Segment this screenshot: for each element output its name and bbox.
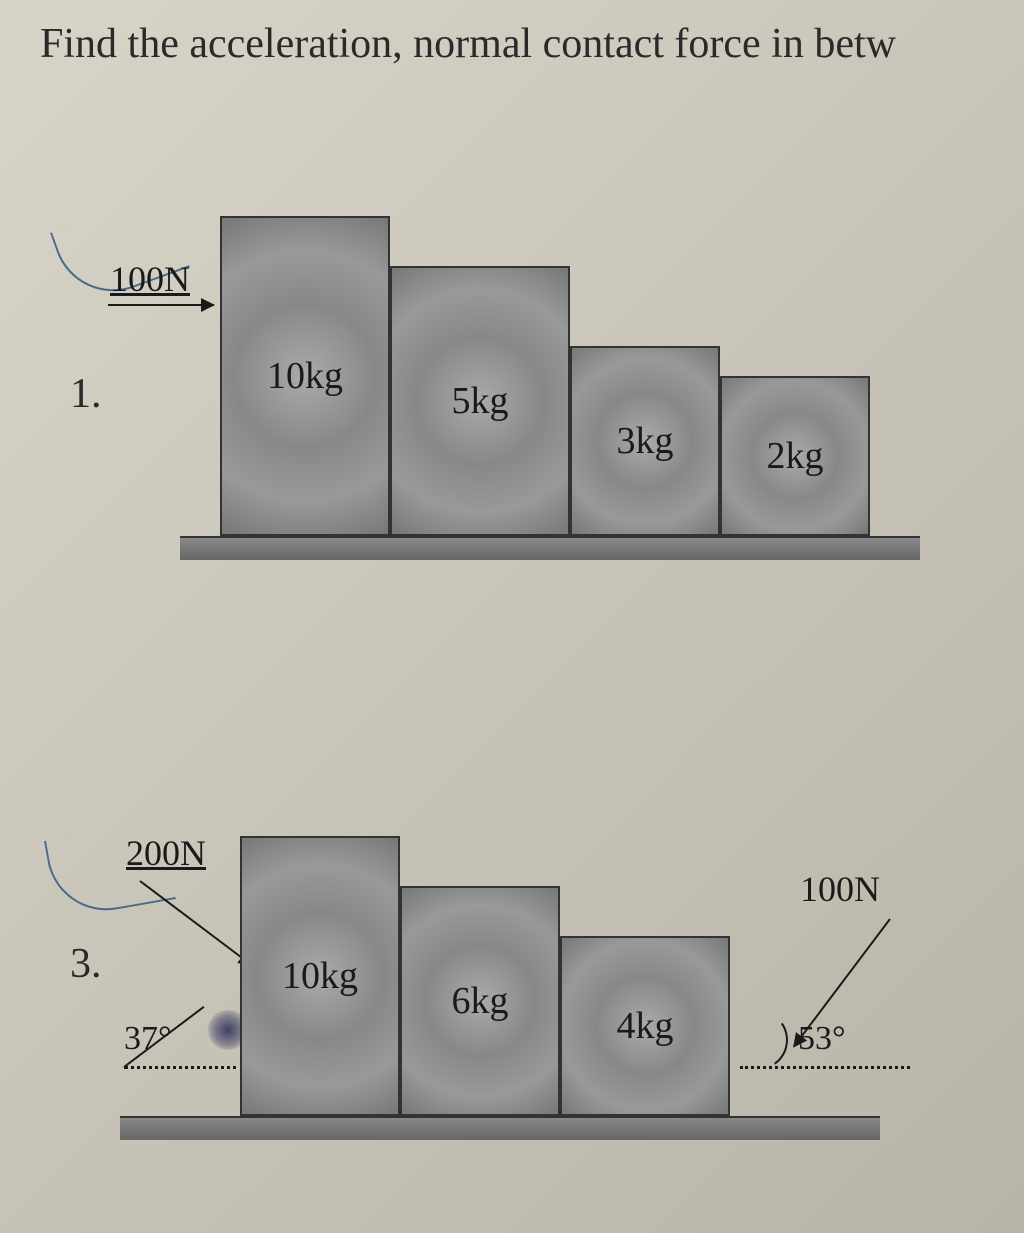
block-10kg-p3: 10kg <box>240 836 400 1116</box>
problem-1-number: 1. <box>70 370 102 418</box>
problem-3-number: 3. <box>70 940 102 988</box>
force-label-200n: 200N <box>126 832 206 874</box>
angle-arc-right <box>723 1005 793 1075</box>
block-3kg: 3kg <box>570 346 720 536</box>
page: Find the acceleration, normal contact fo… <box>0 0 1024 1233</box>
block-label: 10kg <box>282 954 358 998</box>
force-label-100n-p3: 100N <box>800 868 880 910</box>
arrowhead-icon <box>201 298 215 312</box>
diagram-3: 200N 37° 10kg 6kg 4kg 100N 53° <box>180 720 960 1140</box>
block-10kg: 10kg <box>220 216 390 536</box>
block-label: 2kg <box>767 434 824 478</box>
block-label: 5kg <box>452 379 509 423</box>
block-6kg: 6kg <box>400 886 560 1116</box>
block-label: 4kg <box>617 1004 674 1048</box>
force-label-100n: 100N <box>110 258 190 300</box>
ground-surface-1 <box>180 536 920 560</box>
force-arrow-1 <box>108 304 214 306</box>
diagram-1: 100N 10kg 5kg 3kg 2kg <box>180 140 960 560</box>
force-line-200n <box>139 880 252 966</box>
angle-label-37: 37° <box>124 1020 172 1058</box>
question-title: Find the acceleration, normal contact fo… <box>40 20 1024 68</box>
block-4kg: 4kg <box>560 936 730 1116</box>
block-label: 6kg <box>452 979 509 1023</box>
dotted-baseline-left <box>124 1066 244 1069</box>
block-label: 3kg <box>617 419 674 463</box>
ground-surface-3 <box>120 1116 880 1140</box>
block-2kg: 2kg <box>720 376 870 536</box>
angle-label-53: 53° <box>798 1020 846 1058</box>
block-5kg: 5kg <box>390 266 570 536</box>
block-label: 10kg <box>267 354 343 398</box>
